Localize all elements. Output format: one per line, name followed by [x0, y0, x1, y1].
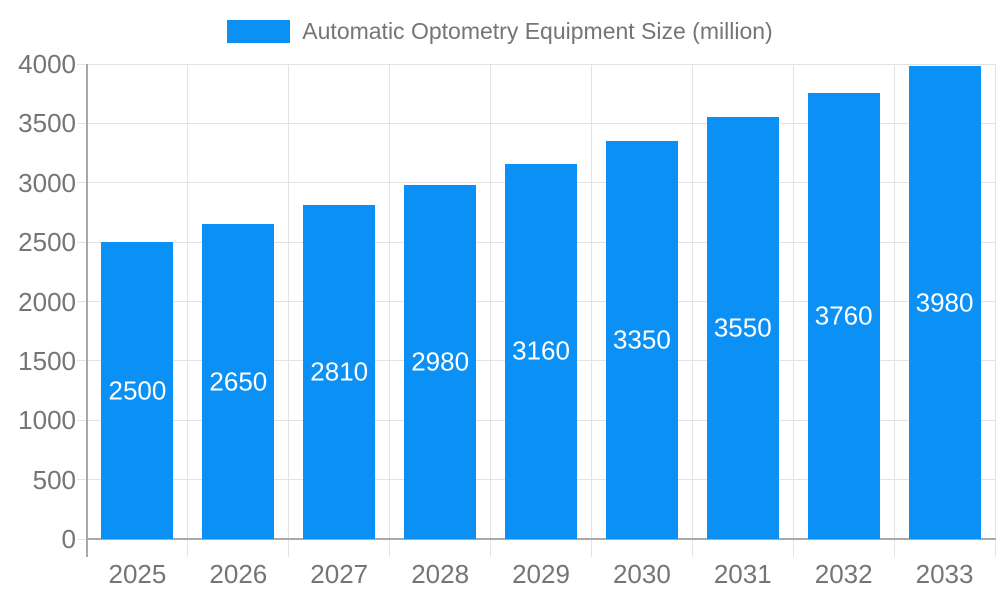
y-tick-label: 500: [32, 464, 76, 495]
x-tick-label: 2029: [512, 559, 570, 589]
y-axis-tick: [77, 122, 87, 124]
legend-swatch-icon: [227, 19, 291, 43]
y-tick-label: 1500: [18, 345, 76, 376]
bar-value-label: 2650: [209, 366, 268, 397]
y-axis-tick: [77, 63, 87, 65]
y-axis-tick: [77, 538, 87, 540]
x-gridline: [389, 64, 391, 557]
bar[interactable]: 2500: [101, 242, 174, 539]
y-axis-tick: [77, 301, 87, 302]
x-tick-label: 2032: [814, 559, 873, 589]
y-axis-tick: [77, 479, 87, 481]
x-tick-label: 2030: [612, 559, 671, 589]
x-gridline: [288, 64, 290, 557]
x-tick-label: 2026: [209, 559, 268, 589]
bar-value-label: 2980: [411, 346, 470, 377]
x-gridline: [792, 64, 794, 557]
bar[interactable]: 3350: [605, 141, 678, 539]
x-tick-label: 2033: [915, 559, 974, 589]
bar[interactable]: 3760: [807, 92, 880, 539]
y-tick-label: 4000: [18, 49, 76, 79]
y-gridline: [87, 63, 995, 65]
bar-value-label: 3550: [713, 312, 772, 343]
legend-label: Automatic Optometry Equipment Size (mill…: [302, 17, 773, 44]
y-axis-tick: [77, 419, 87, 421]
bar[interactable]: 2980: [404, 185, 477, 539]
bar[interactable]: 2650: [202, 224, 275, 539]
bar[interactable]: 3550: [706, 117, 779, 539]
y-tick-label: 3000: [18, 167, 76, 198]
bar[interactable]: 2810: [303, 205, 376, 539]
y-axis-tick: [77, 360, 87, 362]
x-tick-label: 2031: [713, 559, 772, 589]
bar-value-label: 2500: [108, 375, 167, 406]
y-tick-label: 2500: [18, 227, 76, 258]
y-tick-label: 0: [61, 524, 76, 554]
y-tick-label: 1000: [18, 405, 76, 436]
x-axis-line: [86, 538, 996, 540]
y-tick-label: 3500: [18, 108, 76, 139]
bar-value-label: 3350: [612, 324, 671, 355]
x-gridline: [893, 64, 895, 557]
bar-value-label: 3160: [512, 335, 570, 366]
bar[interactable]: 3160: [505, 163, 577, 539]
x-tick-label: 2025: [108, 559, 167, 589]
x-gridline: [590, 64, 592, 557]
x-tick-label: 2028: [411, 559, 470, 589]
x-tick-label: 2027: [310, 559, 369, 589]
x-gridline: [187, 64, 189, 557]
y-gridline: [87, 122, 995, 124]
y-axis-line: [86, 64, 88, 557]
y-tick-label: 2000: [18, 286, 76, 317]
x-gridline: [994, 64, 996, 557]
x-gridline: [490, 64, 492, 557]
bar-value-label: 2810: [310, 356, 369, 387]
x-gridline: [691, 64, 693, 557]
bar-value-label: 3760: [814, 300, 873, 331]
y-axis-tick: [77, 241, 87, 243]
y-axis-tick: [77, 182, 87, 184]
legend[interactable]: Automatic Optometry Equipment Size (mill…: [0, 17, 1000, 45]
bar[interactable]: 3980: [908, 66, 981, 539]
bar-value-label: 3980: [915, 287, 974, 318]
